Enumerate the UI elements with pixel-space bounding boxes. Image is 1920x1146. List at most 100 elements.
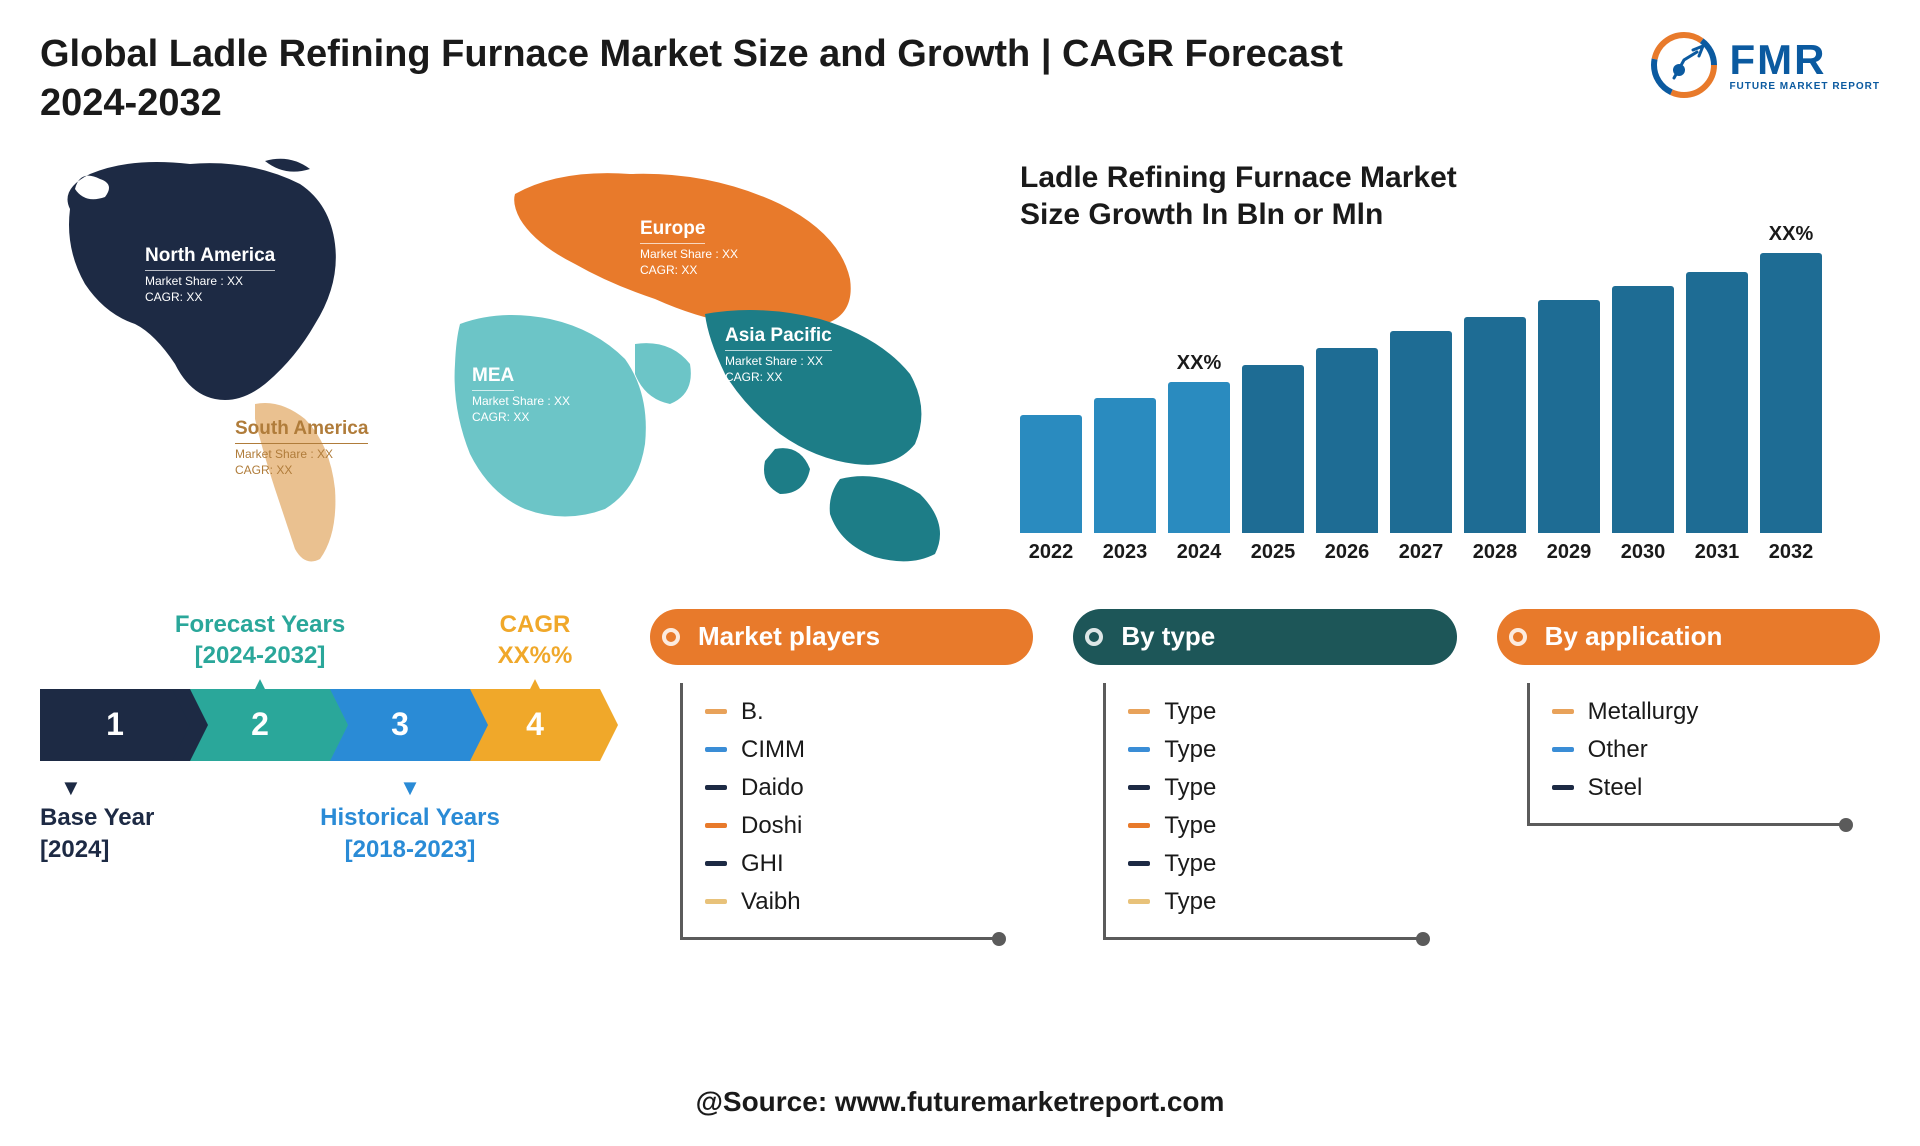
list-item-text: Type (1164, 774, 1216, 802)
timeline-annot: ▼Historical Years[2018-2023] (300, 774, 520, 865)
list-item-text: Type (1164, 812, 1216, 840)
list-item: Type (1128, 807, 1426, 845)
bar-2029: 2029 (1538, 300, 1600, 563)
info-column: By application Metallurgy Other Steel (1497, 609, 1880, 940)
world-map: North America Market Share : XX CAGR: XX… (40, 149, 990, 569)
bar-2028: 2028 (1464, 317, 1526, 564)
source-attribution: @Source: www.futuremarketreport.com (696, 1086, 1225, 1118)
list-box: B. CIMM Daido Doshi GHI Vaibh (680, 683, 1003, 940)
info-column: By type Type Type Type Type Type Type (1073, 609, 1456, 940)
list-item-text: Type (1164, 850, 1216, 878)
list-item-text: CIMM (741, 736, 805, 764)
list-item: Daido (705, 769, 1003, 807)
timeline-annot: CAGRXX%%▲ (445, 609, 625, 700)
list-box: Type Type Type Type Type Type (1103, 683, 1426, 940)
column-pill: By type (1073, 609, 1456, 665)
bar-2031: 2031 (1686, 272, 1748, 563)
list-item: CIMM (705, 731, 1003, 769)
timeline-segment-1: 1 (40, 689, 190, 761)
list-item: Type (1128, 883, 1426, 921)
info-column: Market players B. CIMM Daido Doshi GHI Vaibh (650, 609, 1033, 940)
list-dash-icon (1128, 861, 1150, 866)
logo-subtitle: FUTURE MARKET REPORT (1729, 81, 1880, 92)
bar-year-label: 2029 (1547, 541, 1592, 564)
logo-text: FMR (1729, 39, 1880, 81)
timeline: 1234 ▼Base Year[2024]Forecast Years[2024… (40, 609, 600, 861)
list-dash-icon (705, 785, 727, 790)
column-pill: Market players (650, 609, 1033, 665)
list-dash-icon (1128, 823, 1150, 828)
bar-year-label: 2026 (1325, 541, 1370, 564)
list-item: Doshi (705, 807, 1003, 845)
bar-year-label: 2028 (1473, 541, 1518, 564)
bar-year-label: 2031 (1695, 541, 1740, 564)
timeline-annot: ▼Base Year[2024] (40, 774, 154, 865)
bar-year-label: 2025 (1251, 541, 1296, 564)
list-dash-icon (705, 899, 727, 904)
list-item-text: Daido (741, 774, 804, 802)
bar-year-label: 2023 (1103, 541, 1148, 564)
bar-2022: 2022 (1020, 415, 1082, 564)
list-item: B. (705, 693, 1003, 731)
chart-title: Ladle Refining Furnace Market Size Growt… (1020, 159, 1500, 234)
list-dash-icon (1552, 747, 1574, 752)
list-item-text: Metallurgy (1588, 698, 1699, 726)
list-item-text: B. (741, 698, 764, 726)
bar-year-label: 2032 (1769, 541, 1814, 564)
bar-2025: 2025 (1242, 365, 1304, 564)
list-item-text: Other (1588, 736, 1648, 764)
list-item: Type (1128, 731, 1426, 769)
bar-chart: Ladle Refining Furnace Market Size Growt… (1020, 149, 1880, 569)
bar-2024: 2024XX% (1168, 382, 1230, 564)
label-europe: Europe Market Share : XX CAGR: XX (640, 217, 738, 279)
bar-2023: 2023 (1094, 398, 1156, 563)
logo: FMR FUTURE MARKET REPORT (1649, 30, 1880, 100)
bar-annotation: XX% (1177, 352, 1221, 375)
bar-year-label: 2024 (1177, 541, 1222, 564)
pill-label: By type (1121, 621, 1215, 652)
list-dash-icon (705, 747, 727, 752)
list-item-text: Type (1164, 698, 1216, 726)
label-south-america: South America Market Share : XX CAGR: XX (235, 417, 368, 479)
label-mea: MEA Market Share : XX CAGR: XX (472, 364, 570, 426)
list-item: Type (1128, 845, 1426, 883)
pill-label: By application (1545, 621, 1723, 652)
bar-year-label: 2027 (1399, 541, 1444, 564)
bar-annotation: XX% (1769, 223, 1813, 246)
list-dash-icon (705, 823, 727, 828)
list-dash-icon (705, 709, 727, 714)
list-box: Metallurgy Other Steel (1527, 683, 1850, 826)
list-item: Type (1128, 693, 1426, 731)
list-item: Steel (1552, 769, 1850, 807)
timeline-annot: Forecast Years[2024-2032]▲ (170, 609, 350, 700)
bar-2027: 2027 (1390, 331, 1452, 564)
list-item: GHI (705, 845, 1003, 883)
list-item-text: GHI (741, 850, 784, 878)
list-item-text: Vaibh (741, 888, 801, 916)
logo-icon (1649, 30, 1719, 100)
label-north-america: North America Market Share : XX CAGR: XX (145, 244, 275, 306)
list-dash-icon (1128, 785, 1150, 790)
list-dash-icon (1128, 899, 1150, 904)
list-item: Type (1128, 769, 1426, 807)
label-asia-pacific: Asia Pacific Market Share : XX CAGR: XX (725, 324, 832, 386)
list-dash-icon (705, 861, 727, 866)
list-dash-icon (1128, 709, 1150, 714)
bar-2026: 2026 (1316, 348, 1378, 564)
list-item: Vaibh (705, 883, 1003, 921)
bar-year-label: 2022 (1029, 541, 1074, 564)
list-dash-icon (1552, 709, 1574, 714)
list-item-text: Doshi (741, 812, 802, 840)
list-item-text: Steel (1588, 774, 1643, 802)
pill-label: Market players (698, 621, 880, 652)
list-item-text: Type (1164, 888, 1216, 916)
list-dash-icon (1552, 785, 1574, 790)
column-pill: By application (1497, 609, 1880, 665)
list-item-text: Type (1164, 736, 1216, 764)
bar-year-label: 2030 (1621, 541, 1666, 564)
page-title: Global Ladle Refining Furnace Market Siz… (40, 30, 1440, 129)
bar-2030: 2030 (1612, 286, 1674, 563)
list-item: Other (1552, 731, 1850, 769)
list-dash-icon (1128, 747, 1150, 752)
bar-2032: 2032XX% (1760, 253, 1822, 564)
